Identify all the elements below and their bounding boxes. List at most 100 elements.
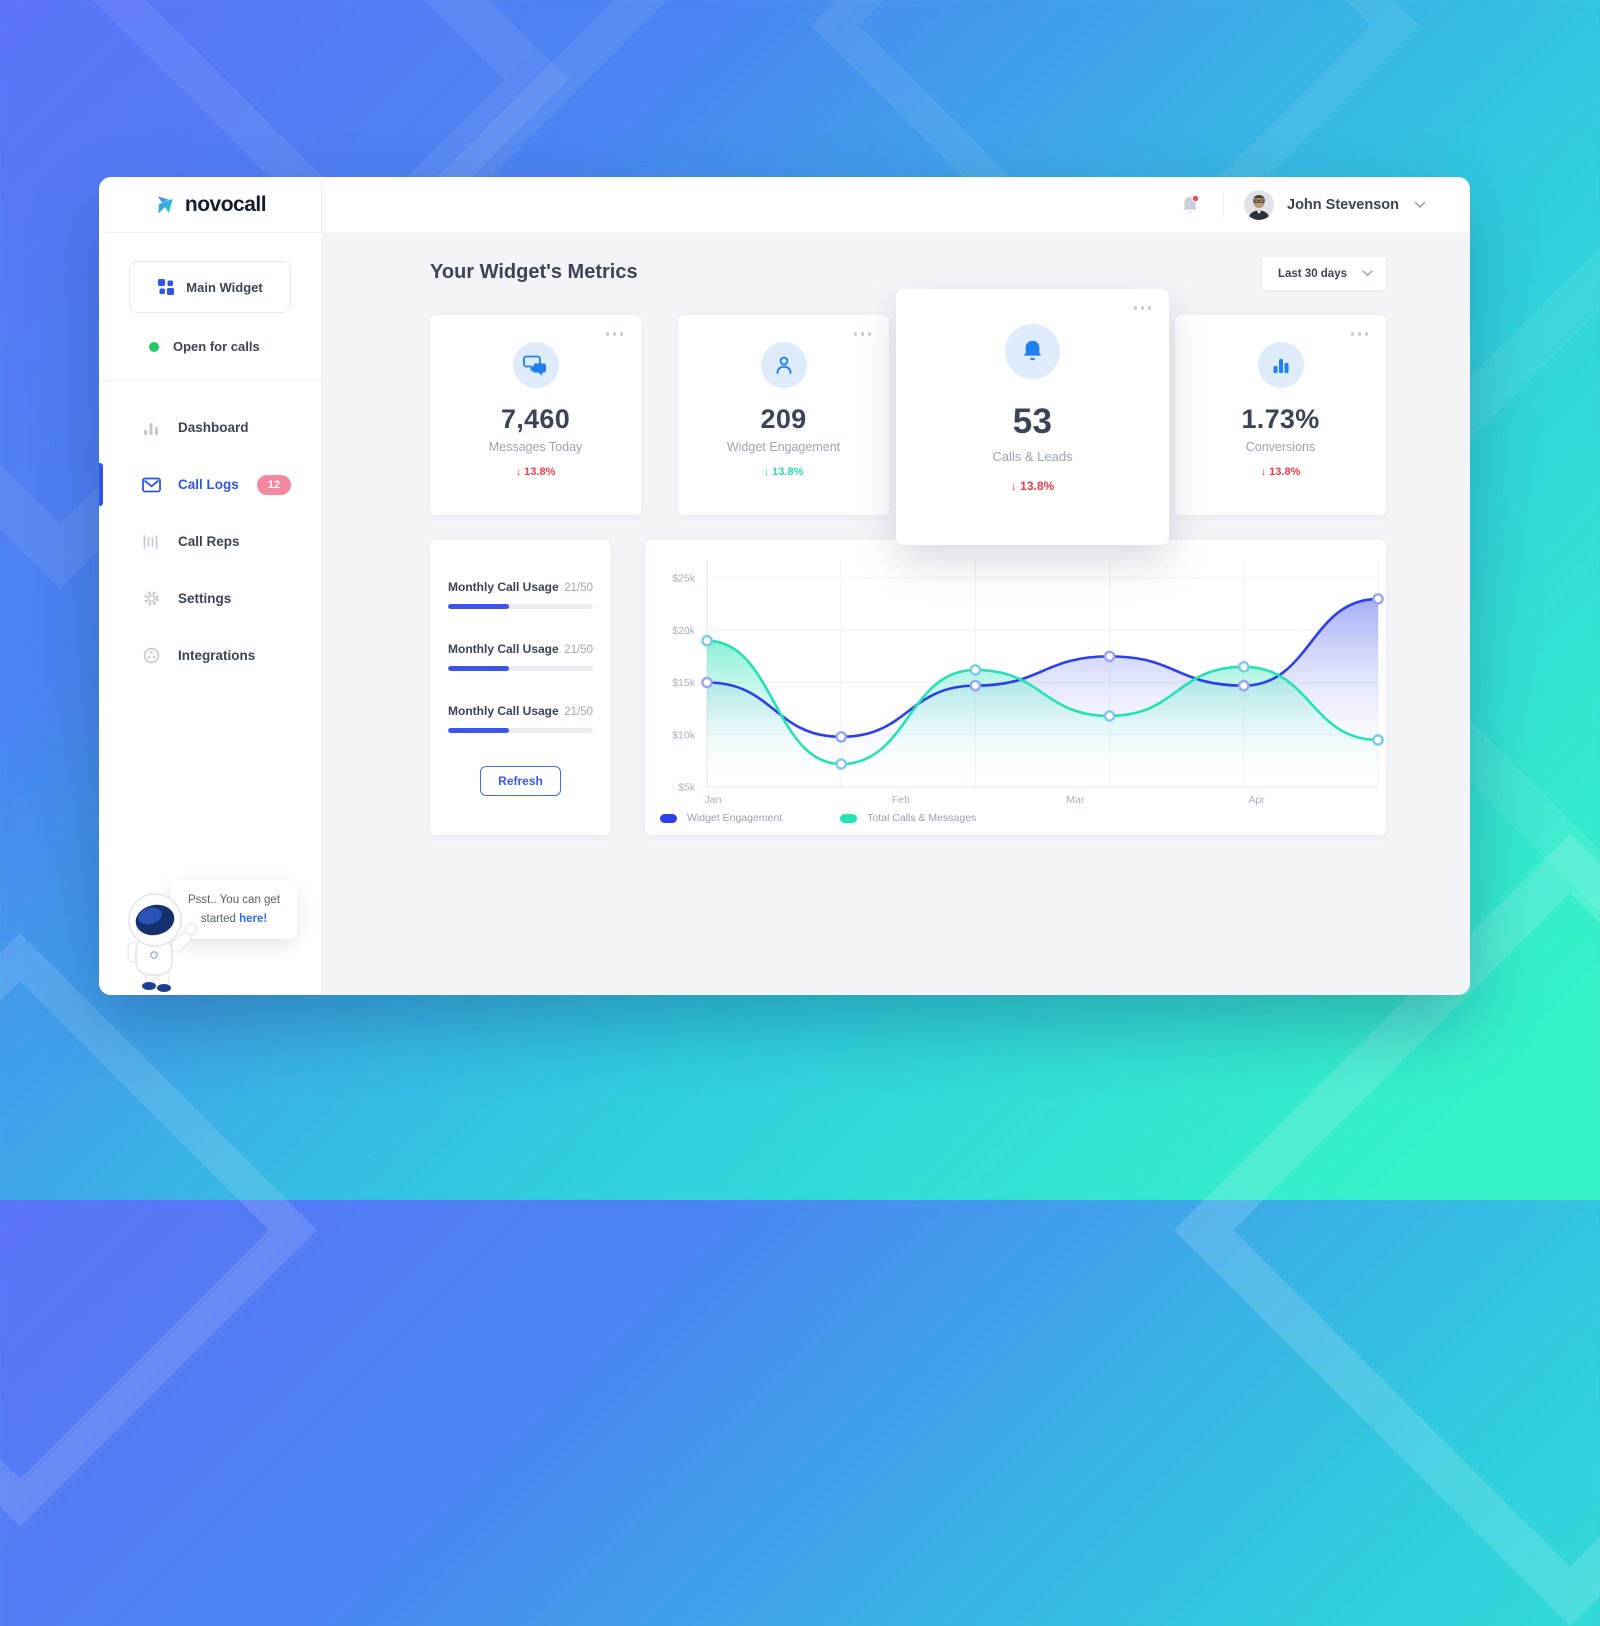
metric-value: 209 <box>760 404 807 434</box>
brand-name: novocall <box>184 192 267 216</box>
novocall-logo-icon <box>154 193 177 217</box>
metric-label: Messages Today <box>488 440 583 454</box>
person-icon <box>760 342 807 388</box>
legend-item-widget-engagement: Widget Engagement <box>660 812 782 824</box>
bell-icon <box>1005 324 1060 379</box>
usage-row: Monthly Call Usage 21/50 <box>448 580 593 609</box>
dashboard-content: Your Widget's Metrics Last 30 days 7,460… <box>322 233 1470 995</box>
area-chart: $25k $20k $15k $10k $5k Jan Feb Mar Apr <box>672 560 1384 806</box>
svg-text:$20k: $20k <box>672 625 696 637</box>
user-name[interactable]: John Stevenson <box>1287 196 1399 213</box>
card-menu-button[interactable] <box>851 329 875 339</box>
usage-label: Monthly Call Usage <box>448 580 559 594</box>
chevron-down-icon[interactable] <box>1414 201 1426 209</box>
svg-text:$15k: $15k <box>672 677 696 689</box>
page-title: Your Widget's Metrics <box>430 261 638 283</box>
metric-delta: ↓ 13.8% <box>1010 479 1055 493</box>
sidebar-item-call-reps[interactable]: Call Reps <box>99 513 321 570</box>
chat-bubbles-icon <box>512 342 559 388</box>
sidebar-item-label: Settings <box>178 591 232 606</box>
get-started-link[interactable]: here! <box>239 912 268 925</box>
legend-swatch <box>840 813 858 823</box>
divider <box>1223 191 1224 218</box>
sidebar-menu: Dashboard Call Logs 12 Call <box>99 399 321 684</box>
date-range-select[interactable]: Last 30 days <box>1261 257 1386 290</box>
progress-track <box>448 604 593 609</box>
usage-value: 21/50 <box>564 582 593 594</box>
sidebar-item-label: Call Logs <box>178 477 239 492</box>
metric-label: Widget Engagement <box>726 440 841 454</box>
metric-value: 7,460 <box>500 404 571 434</box>
progress-fill <box>448 728 509 733</box>
chart-legend: Widget Engagement Total Calls & Messages <box>660 812 976 824</box>
metric-card-conversions: 1.73% Conversions ↓ 13.8% <box>1175 315 1386 515</box>
metric-card-engagement: 209 Widget Engagement ↓ 13.8% <box>678 315 889 515</box>
svg-text:Jan: Jan <box>705 794 722 806</box>
svg-text:$10k: $10k <box>672 729 696 741</box>
date-range-value: Last 30 days <box>1277 267 1347 280</box>
usage-row: Monthly Call Usage 21/50 <box>448 642 593 671</box>
legend-label: Widget Engagement <box>687 812 783 824</box>
usage-label: Monthly Call Usage <box>448 642 559 656</box>
progress-track <box>448 728 593 733</box>
app-window: novocall Main Widget Open for calls <box>99 177 1470 995</box>
legend-item-total-calls: Total Calls & Messages <box>840 812 976 824</box>
metric-label: Conversions <box>1245 440 1316 454</box>
usage-row: Monthly Call Usage 21/50 <box>448 704 593 733</box>
svg-text:$25k: $25k <box>672 573 696 585</box>
grid-icon <box>157 278 175 296</box>
main-column: John Stevenson Your Widget's Metrics Las… <box>322 177 1470 995</box>
usage-value: 21/50 <box>564 644 593 656</box>
sidebar-item-label: Dashboard <box>178 420 249 435</box>
metric-card-calls-leads: 53 Calls & Leads ↓ 13.8% <box>896 289 1169 545</box>
logo: novocall <box>99 177 321 233</box>
usage-value: 21/50 <box>564 706 593 718</box>
sidebar: novocall Main Widget Open for calls <box>99 177 322 995</box>
svg-text:Apr: Apr <box>1248 794 1265 806</box>
metric-value: 53 <box>1012 402 1053 441</box>
metric-delta: ↓ 13.8% <box>1260 466 1301 478</box>
availability-status: Open for calls <box>149 339 321 354</box>
main-widget-label: Main Widget <box>186 279 263 295</box>
card-menu-button[interactable] <box>1131 303 1155 313</box>
main-widget-button[interactable]: Main Widget <box>129 261 291 313</box>
chevron-down-icon <box>1362 270 1373 277</box>
metric-delta: ↓ 13.8% <box>763 466 804 478</box>
metric-delta: ↓ 13.8% <box>515 466 556 478</box>
svg-text:$5k: $5k <box>678 782 696 794</box>
card-menu-button[interactable] <box>603 329 627 339</box>
sidebar-item-integrations[interactable]: Integrations <box>99 627 321 684</box>
status-label: Open for calls <box>173 339 260 354</box>
metrics-chart-card: $25k $20k $15k $10k $5k Jan Feb Mar Apr Widget E… <box>645 540 1386 835</box>
backdrop-chevron <box>0 933 317 1527</box>
call-reps-icon <box>141 533 161 551</box>
integrations-icon <box>141 646 161 665</box>
sidebar-item-dashboard[interactable]: Dashboard <box>99 399 321 456</box>
sidebar-item-settings[interactable]: Settings <box>99 570 321 627</box>
refresh-button[interactable]: Refresh <box>480 766 561 796</box>
notifications-button[interactable] <box>1180 193 1201 216</box>
legend-label: Total Calls & Messages <box>867 812 977 824</box>
divider <box>99 380 321 381</box>
usage-panel: Monthly Call Usage 21/50 Monthly Call Us… <box>430 540 611 835</box>
progress-fill <box>448 666 509 671</box>
sidebar-item-call-logs[interactable]: Call Logs 12 <box>99 456 321 513</box>
bar-chart-icon <box>1257 342 1304 388</box>
svg-text:Mar: Mar <box>1066 794 1085 806</box>
card-menu-button[interactable] <box>1348 329 1372 339</box>
avatar[interactable] <box>1244 189 1274 220</box>
notification-dot <box>1191 193 1200 203</box>
progress-track <box>448 666 593 671</box>
astronaut-mascot <box>121 882 209 995</box>
envelope-icon <box>141 477 161 493</box>
metric-value: 1.73% <box>1241 404 1320 434</box>
top-bar: John Stevenson <box>322 177 1470 233</box>
tooltip-text: started <box>200 912 236 925</box>
svg-text:Feb: Feb <box>892 794 910 806</box>
usage-label: Monthly Call Usage <box>448 704 559 718</box>
online-dot <box>149 341 159 352</box>
progress-fill <box>448 604 509 609</box>
legend-swatch <box>660 813 677 823</box>
tooltip-text: Psst.. You can get <box>187 894 281 907</box>
sidebar-item-label: Integrations <box>178 648 256 663</box>
